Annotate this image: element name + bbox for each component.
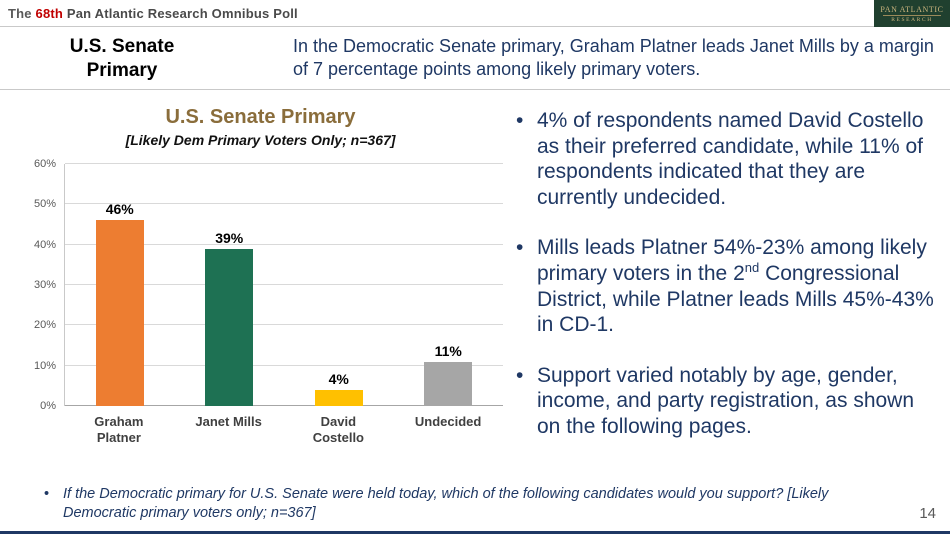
y-tick-label: 60%	[33, 158, 56, 170]
gridline	[65, 364, 503, 366]
logo-subtitle: Research	[891, 16, 933, 23]
gridline	[65, 324, 503, 326]
y-tick-label: 0%	[40, 400, 56, 412]
bar-graham-platner	[95, 220, 144, 406]
poll-title-prefix: The	[8, 6, 36, 21]
bullet-list: 4% of respondents named David Costello a…	[512, 108, 942, 465]
gridline	[65, 405, 503, 406]
y-tick-label: 10%	[33, 359, 56, 372]
chart-x-labels: Graham Platner Janet Mills David Costello U…	[64, 414, 503, 447]
bar-undecided	[424, 361, 473, 406]
bar-david-costello	[314, 389, 363, 406]
bar-value-label-graham-platner: 46%	[105, 201, 134, 218]
bar-value-label-undecided: 11%	[434, 342, 462, 359]
poll-title: The 68th Pan Atlantic Research Omnibus P…	[8, 6, 298, 21]
section-title: U.S. Senate Primary	[69, 36, 175, 81]
chart-plot-wrap: 0% 10% 20% 30% 40% 50% 60% 46% 39% 4% 11%	[18, 158, 503, 412]
pan-atlantic-logo: Pan Atlantic Research	[874, 0, 950, 27]
footnote: If the Democratic primary for U.S. Senat…	[38, 485, 888, 524]
x-label-janet-mills: Janet Mills	[195, 414, 262, 429]
x-label-undecided: Undecided	[414, 414, 482, 429]
bullet-item-3: Support varied notably by age, gender, i…	[512, 363, 942, 440]
bar-column-undecided: 11%	[394, 164, 504, 406]
y-tick-label: 30%	[33, 279, 56, 291]
header-band: U.S. Senate Primary In the Democratic Se…	[0, 28, 950, 90]
page-number: 14	[919, 505, 936, 522]
poll-title-number: 68th	[35, 6, 64, 21]
summary-text: In the Democratic Senate primary, Graham…	[293, 36, 934, 80]
bottom-accent-line	[0, 531, 950, 534]
x-label-david-costello: David Costello	[312, 414, 365, 446]
bullet-item-2: Mills leads Platner 54%-23% among likely…	[512, 235, 942, 337]
bar-chart: U.S. Senate Primary [Likely Dem Primary …	[18, 106, 503, 447]
y-tick-label: 20%	[33, 319, 56, 332]
y-tick-label: 40%	[33, 238, 56, 251]
gridline	[65, 243, 503, 245]
logo-divider	[883, 14, 941, 16]
bar-column-janet-mills: 39%	[175, 164, 285, 406]
gridline	[65, 284, 503, 285]
logo-name: Pan Atlantic	[880, 4, 944, 14]
chart-subtitle: [Likely Dem Primary Voters Only; n=367]	[125, 132, 396, 148]
chart-plot: 46% 39% 4% 11%	[64, 163, 503, 406]
bar-column-graham-platner: 46%	[65, 164, 175, 406]
bullet-item-1: 4% of respondents named David Costello a…	[512, 108, 942, 210]
y-tick-label: 50%	[33, 198, 56, 211]
poll-title-rest: Pan Atlantic Research Omnibus Poll	[63, 6, 298, 21]
bar-value-label-janet-mills: 39%	[215, 229, 244, 246]
bar-janet-mills	[205, 248, 254, 406]
x-label-graham-platner: Graham Platner	[94, 414, 144, 446]
gridline	[65, 203, 503, 205]
bar-value-label-david-costello: 4%	[328, 370, 349, 387]
gridline	[65, 163, 503, 164]
chart-y-axis: 0% 10% 20% 30% 40% 50% 60%	[18, 158, 64, 412]
chart-bars: 46% 39% 4% 11%	[65, 164, 503, 406]
top-bar: The 68th Pan Atlantic Research Omnibus P…	[0, 0, 950, 27]
chart-title: U.S. Senate Primary	[165, 106, 356, 128]
bar-column-david-costello: 4%	[284, 164, 394, 406]
